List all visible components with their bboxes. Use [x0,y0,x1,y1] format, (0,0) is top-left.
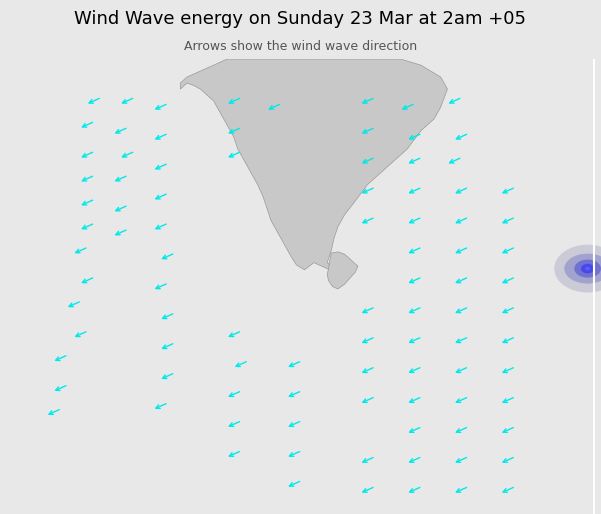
Polygon shape [327,252,358,289]
Polygon shape [180,59,447,273]
Ellipse shape [554,245,601,292]
Ellipse shape [564,253,601,284]
Ellipse shape [581,264,594,273]
Text: Wind Wave energy on Sunday 23 Mar at 2am +05: Wind Wave energy on Sunday 23 Mar at 2am… [75,10,526,28]
Ellipse shape [585,267,590,270]
Text: Arrows show the wind wave direction: Arrows show the wind wave direction [184,40,417,52]
Ellipse shape [575,260,601,278]
